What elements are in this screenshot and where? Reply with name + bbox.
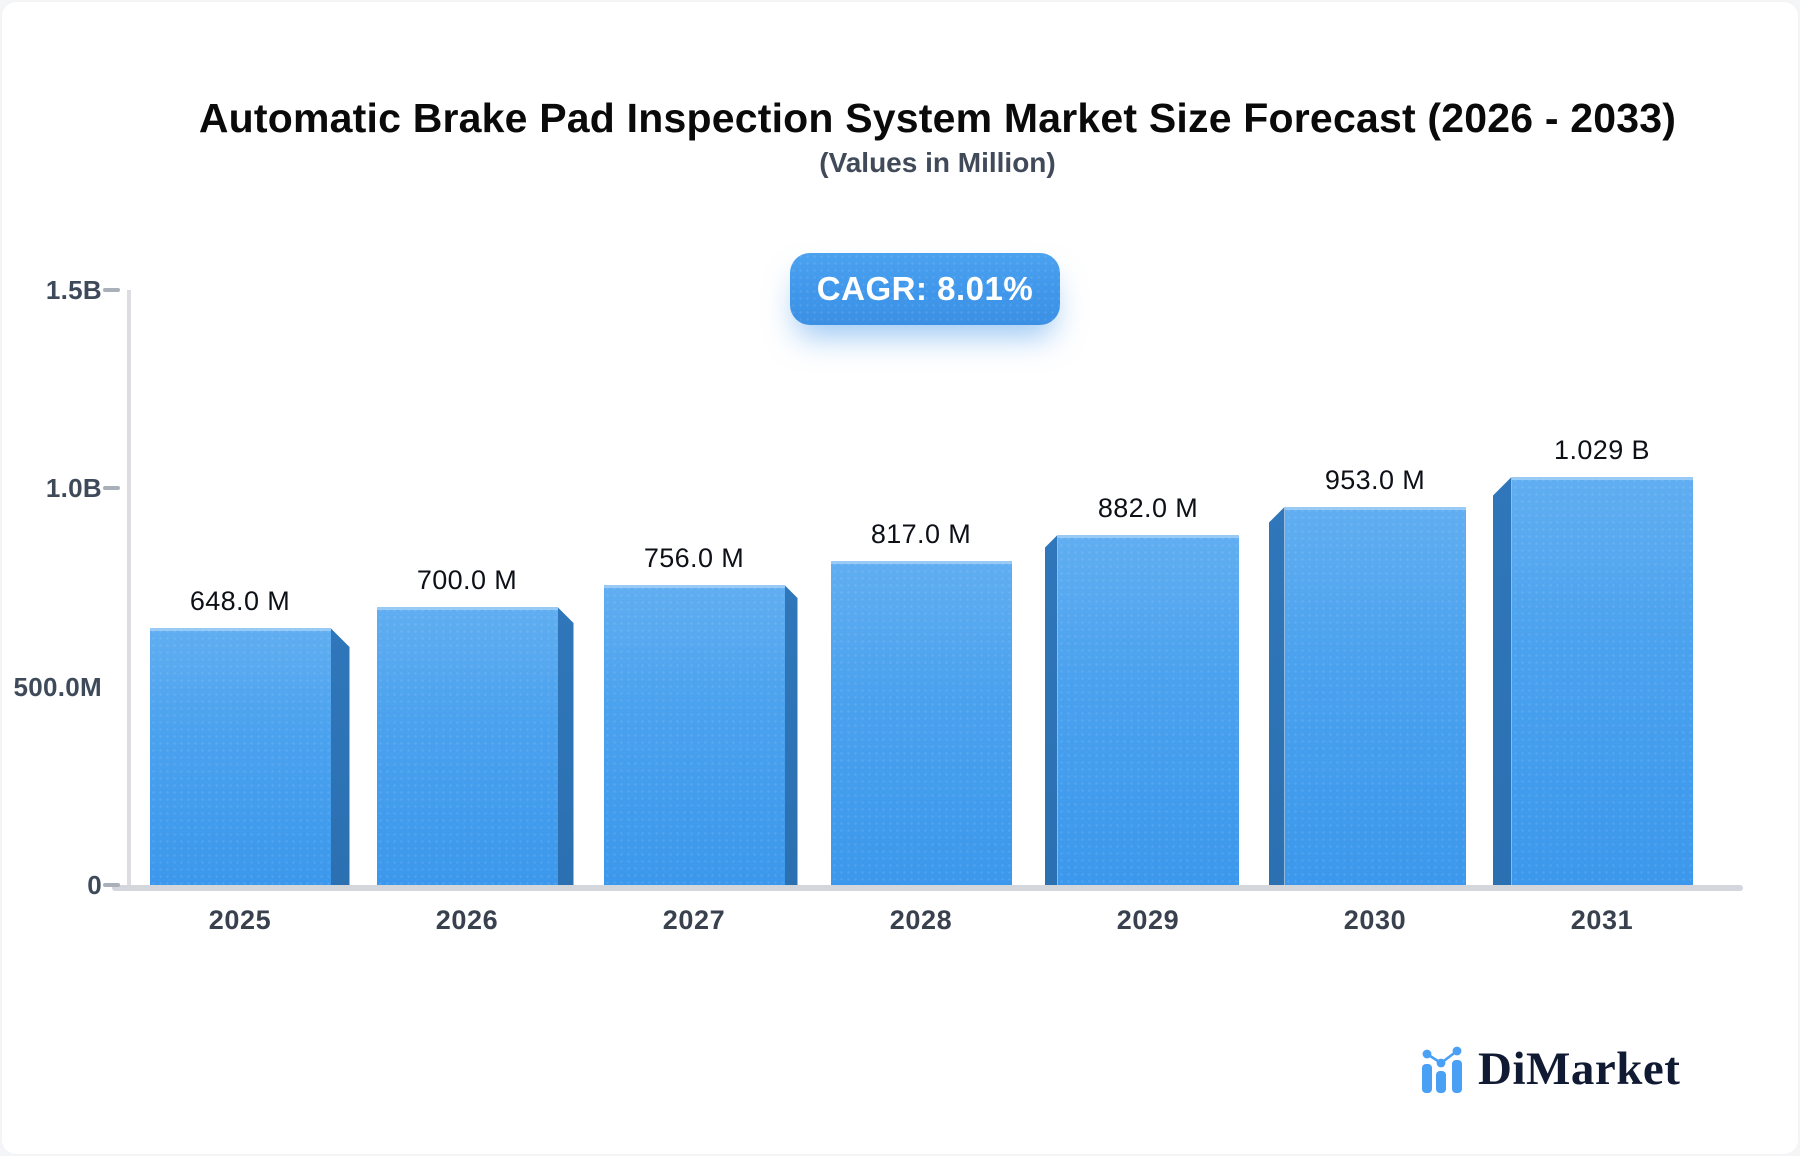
x-axis-label-2025: 2025 bbox=[208, 905, 272, 935]
bar-2027-side bbox=[784, 585, 798, 885]
logo-text: DiMarket bbox=[1478, 1043, 1681, 1095]
chart-subtitle: (Values in Million) bbox=[819, 147, 1056, 178]
bar-value-label: 817.0 M bbox=[870, 519, 972, 549]
x-axis-label-2028: 2028 bbox=[889, 905, 953, 935]
x-axis-label-2030: 2030 bbox=[1343, 905, 1407, 935]
bar-2029-side bbox=[1044, 535, 1058, 885]
bar-value-label: 953.0 M bbox=[1324, 465, 1426, 495]
y-tick-label: 1.5B bbox=[45, 275, 102, 305]
x-axis-label-2026: 2026 bbox=[435, 905, 499, 935]
y-tick-dash bbox=[103, 288, 120, 292]
bar-value-label: 700.0 M bbox=[416, 565, 518, 595]
y-axis-line bbox=[127, 290, 131, 888]
x-axis-label-2029: 2029 bbox=[1116, 905, 1180, 935]
bar-2028[interactable] bbox=[830, 561, 1012, 885]
bar-2030-side bbox=[1268, 507, 1285, 885]
y-tick-label: 500.0M bbox=[13, 671, 102, 702]
page-title: Automatic Brake Pad Inspection System Ma… bbox=[198, 95, 1677, 141]
x-axis-label-2027: 2027 bbox=[662, 905, 726, 935]
bar-value-label: 648.0 M bbox=[189, 586, 291, 616]
x-axis-baseline bbox=[112, 885, 1743, 891]
bar-2027[interactable] bbox=[603, 585, 785, 885]
y-tick-label: 0 bbox=[87, 870, 102, 900]
cagr-badge: CAGR: 8.01% bbox=[790, 253, 1060, 325]
bar-value-label: 882.0 M bbox=[1097, 493, 1199, 523]
bar-value-label: 756.0 M bbox=[643, 543, 745, 573]
bar-2031[interactable] bbox=[1511, 477, 1693, 885]
bar-2026[interactable] bbox=[376, 607, 558, 885]
bar-2031-side bbox=[1492, 477, 1512, 885]
bar-2029[interactable] bbox=[1057, 535, 1239, 885]
y-tick-label: 1.0B bbox=[45, 473, 102, 504]
bar-2026-side bbox=[557, 607, 574, 885]
bar-2025-side bbox=[330, 628, 350, 885]
x-axis-label-2031: 2031 bbox=[1570, 905, 1634, 935]
bar-2030[interactable] bbox=[1284, 507, 1466, 885]
dimarket-logo: DiMarket bbox=[1420, 1038, 1680, 1100]
bar-2025[interactable] bbox=[149, 628, 331, 885]
bar-value-label: 1.029 B bbox=[1554, 435, 1650, 465]
y-tick-dash bbox=[103, 486, 120, 491]
bar-chart-logo-icon bbox=[1420, 1044, 1464, 1094]
y-tick-dash bbox=[103, 883, 120, 887]
